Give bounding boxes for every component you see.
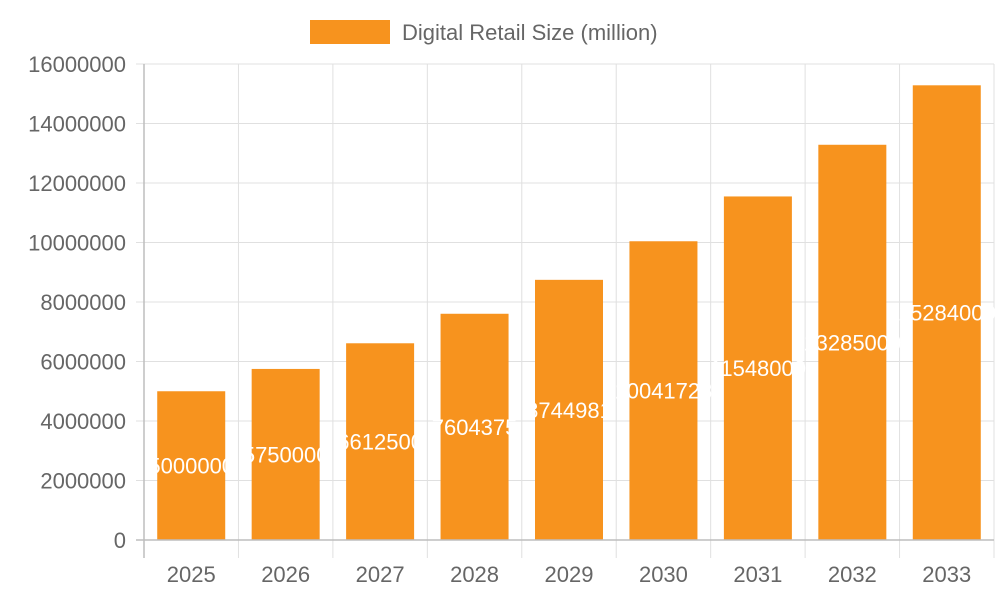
bar-data-label: 15284000 (898, 301, 996, 326)
legend[interactable]: Digital Retail Size (million) (310, 20, 658, 45)
y-tick-label: 4000000 (40, 409, 126, 434)
bar[interactable] (535, 279, 603, 540)
bar[interactable] (629, 241, 698, 540)
bar[interactable] (251, 368, 320, 540)
legend-swatch[interactable] (310, 20, 390, 44)
bar-data-label: 7604375 (432, 415, 518, 440)
y-tick-label: 8000000 (40, 290, 126, 315)
y-tick-label: 12000000 (28, 171, 126, 196)
axis-layer: 0 2000000 4000000 6000000 8000000 10000000 120… (28, 52, 994, 587)
x-tick-label: 2030 (639, 562, 688, 587)
y-tick-label: 0 (114, 528, 126, 553)
x-tick-label: 2025 (167, 562, 216, 587)
y-tick-label: 10000000 (28, 231, 126, 256)
bar-data-label: 5750000 (243, 442, 329, 467)
bar[interactable] (346, 343, 415, 540)
bar-data-label: 11548000 (710, 356, 806, 381)
bar-data-label: 13285000 (803, 330, 901, 355)
data-labels-layer: 5000000 5750000 6612500 7604375 874498110041… (148, 301, 995, 479)
bar[interactable] (818, 144, 887, 541)
x-tick-label: 2031 (733, 562, 782, 587)
bar-data-label: 6612500 (337, 430, 423, 455)
bar-data-label: 5000000 (148, 454, 234, 479)
x-tick-label: 2029 (545, 562, 594, 587)
y-tick-label: 6000000 (40, 350, 126, 375)
bar-data-label: 10041728 (614, 379, 712, 404)
bar[interactable] (440, 313, 509, 540)
bars-layer (157, 85, 981, 541)
y-tick-label: 14000000 (28, 112, 126, 137)
bar[interactable] (157, 391, 226, 540)
y-tick-label: 2000000 (40, 469, 126, 494)
y-tick-label: 16000000 (28, 52, 126, 77)
bar-data-label: 8744981 (526, 398, 612, 423)
x-tick-label: 2026 (261, 562, 310, 587)
x-tick-label: 2032 (828, 562, 877, 587)
bar[interactable] (912, 85, 981, 541)
x-tick-label: 2027 (356, 562, 405, 587)
bar[interactable] (723, 196, 792, 540)
x-tick-label: 2033 (922, 562, 971, 587)
legend-label[interactable]: Digital Retail Size (million) (402, 20, 658, 45)
x-tick-label: 2028 (450, 562, 499, 587)
